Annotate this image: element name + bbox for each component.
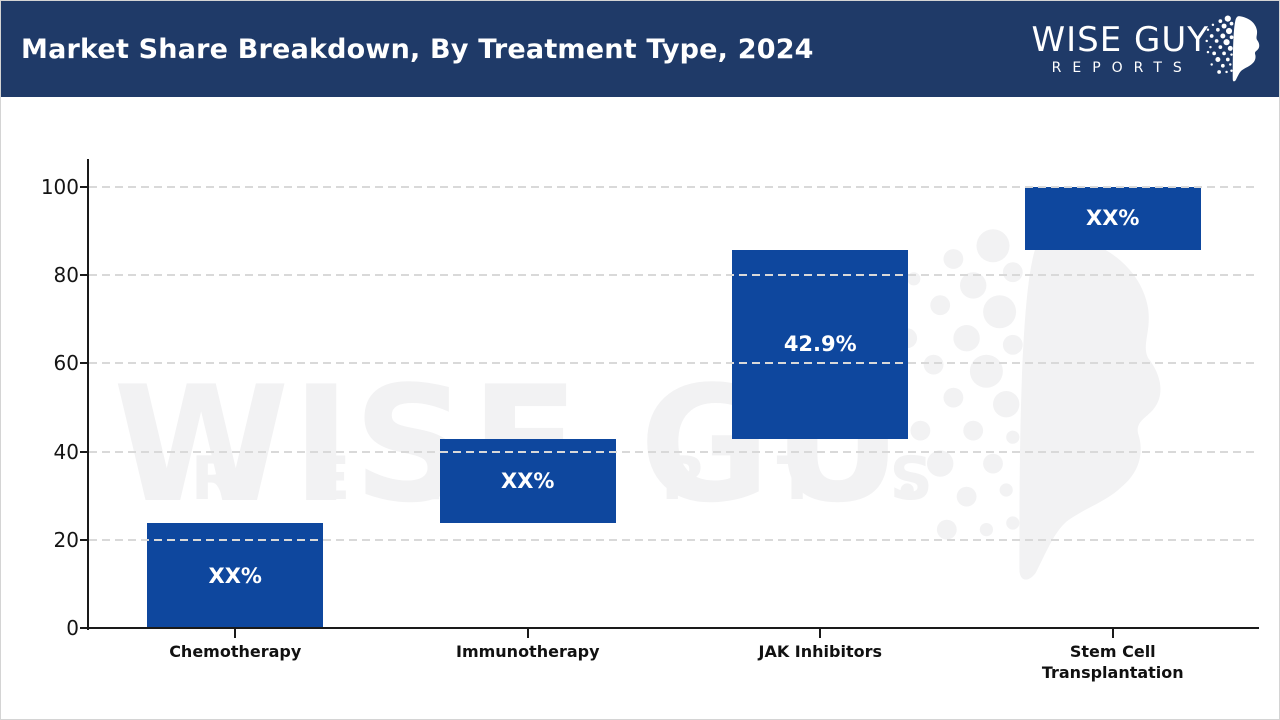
bar-value-label-chemotherapy: XX% [208, 563, 262, 588]
bar-value-label-immunotherapy: XX% [501, 468, 555, 493]
gridline-y100 [89, 186, 1259, 188]
ytick-label-20: 20 [53, 527, 79, 552]
category-label-jak-inhibitors: JAK Inhibitors [758, 642, 882, 661]
logo-wordmark-sub: REPORTS [1051, 60, 1193, 76]
header-bar: Market Share Breakdown, By Treatment Typ… [1, 1, 1279, 97]
gridline-y60 [89, 362, 1259, 365]
y-axis-spine [87, 159, 89, 630]
chart-title: Market Share Breakdown, By Treatment Typ… [21, 33, 814, 65]
ytick-mark-60 [80, 362, 88, 365]
waterfall-chart: WISE GU REPORTS XX%ChemotherapyXX%Immuno… [1, 97, 1279, 719]
wise-guy-face-icon [1205, 15, 1260, 82]
bar-stem-cell-transplantation: XX% [1024, 187, 1201, 250]
ytick-label-80: 80 [53, 263, 79, 288]
category-label-chemotherapy: Chemotherapy [169, 642, 302, 661]
ytick-mark-40 [80, 450, 88, 453]
xtick-immunotherapy [526, 628, 529, 638]
watermark-face-icon [874, 229, 1161, 580]
x-axis-spine [87, 627, 1259, 629]
ytick-label-0: 0 [66, 616, 79, 640]
ytick-label-100: 100 [40, 175, 79, 199]
ytick-mark-20 [80, 538, 88, 541]
ytick-label-40: 40 [53, 439, 79, 464]
bar-immunotherapy: XX% [439, 438, 616, 524]
gridline-y40 [89, 450, 1259, 453]
bar-value-label-jak-inhibitors: 42.9% [783, 332, 857, 357]
bar-value-label-stem-cell-transplantation: XX% [1086, 206, 1140, 231]
ytick-mark-100 [80, 186, 88, 188]
ytick-mark-80 [80, 274, 88, 277]
ytick-mark-0 [80, 627, 88, 629]
wise-guy-reports-logo: WISE GUY REPORTS [1031, 14, 1265, 84]
ytick-label-60: 60 [53, 351, 79, 376]
gridline-y80 [89, 274, 1259, 277]
bar-jak-inhibitors: 42.9% [732, 249, 909, 439]
category-label-immunotherapy: Immunotherapy [455, 642, 600, 661]
xtick-stem-cell-transplantation [1111, 628, 1114, 638]
xtick-chemotherapy [234, 628, 237, 638]
xtick-jak-inhibitors [819, 628, 822, 638]
logo-wordmark-main: WISE GUY [1031, 20, 1209, 60]
gridline-y20 [89, 538, 1259, 541]
category-label-stem-cell-transplantation: Stem Cell Transplantation [1041, 642, 1184, 682]
logo-wordmark: WISE GUY REPORTS [1031, 23, 1209, 75]
